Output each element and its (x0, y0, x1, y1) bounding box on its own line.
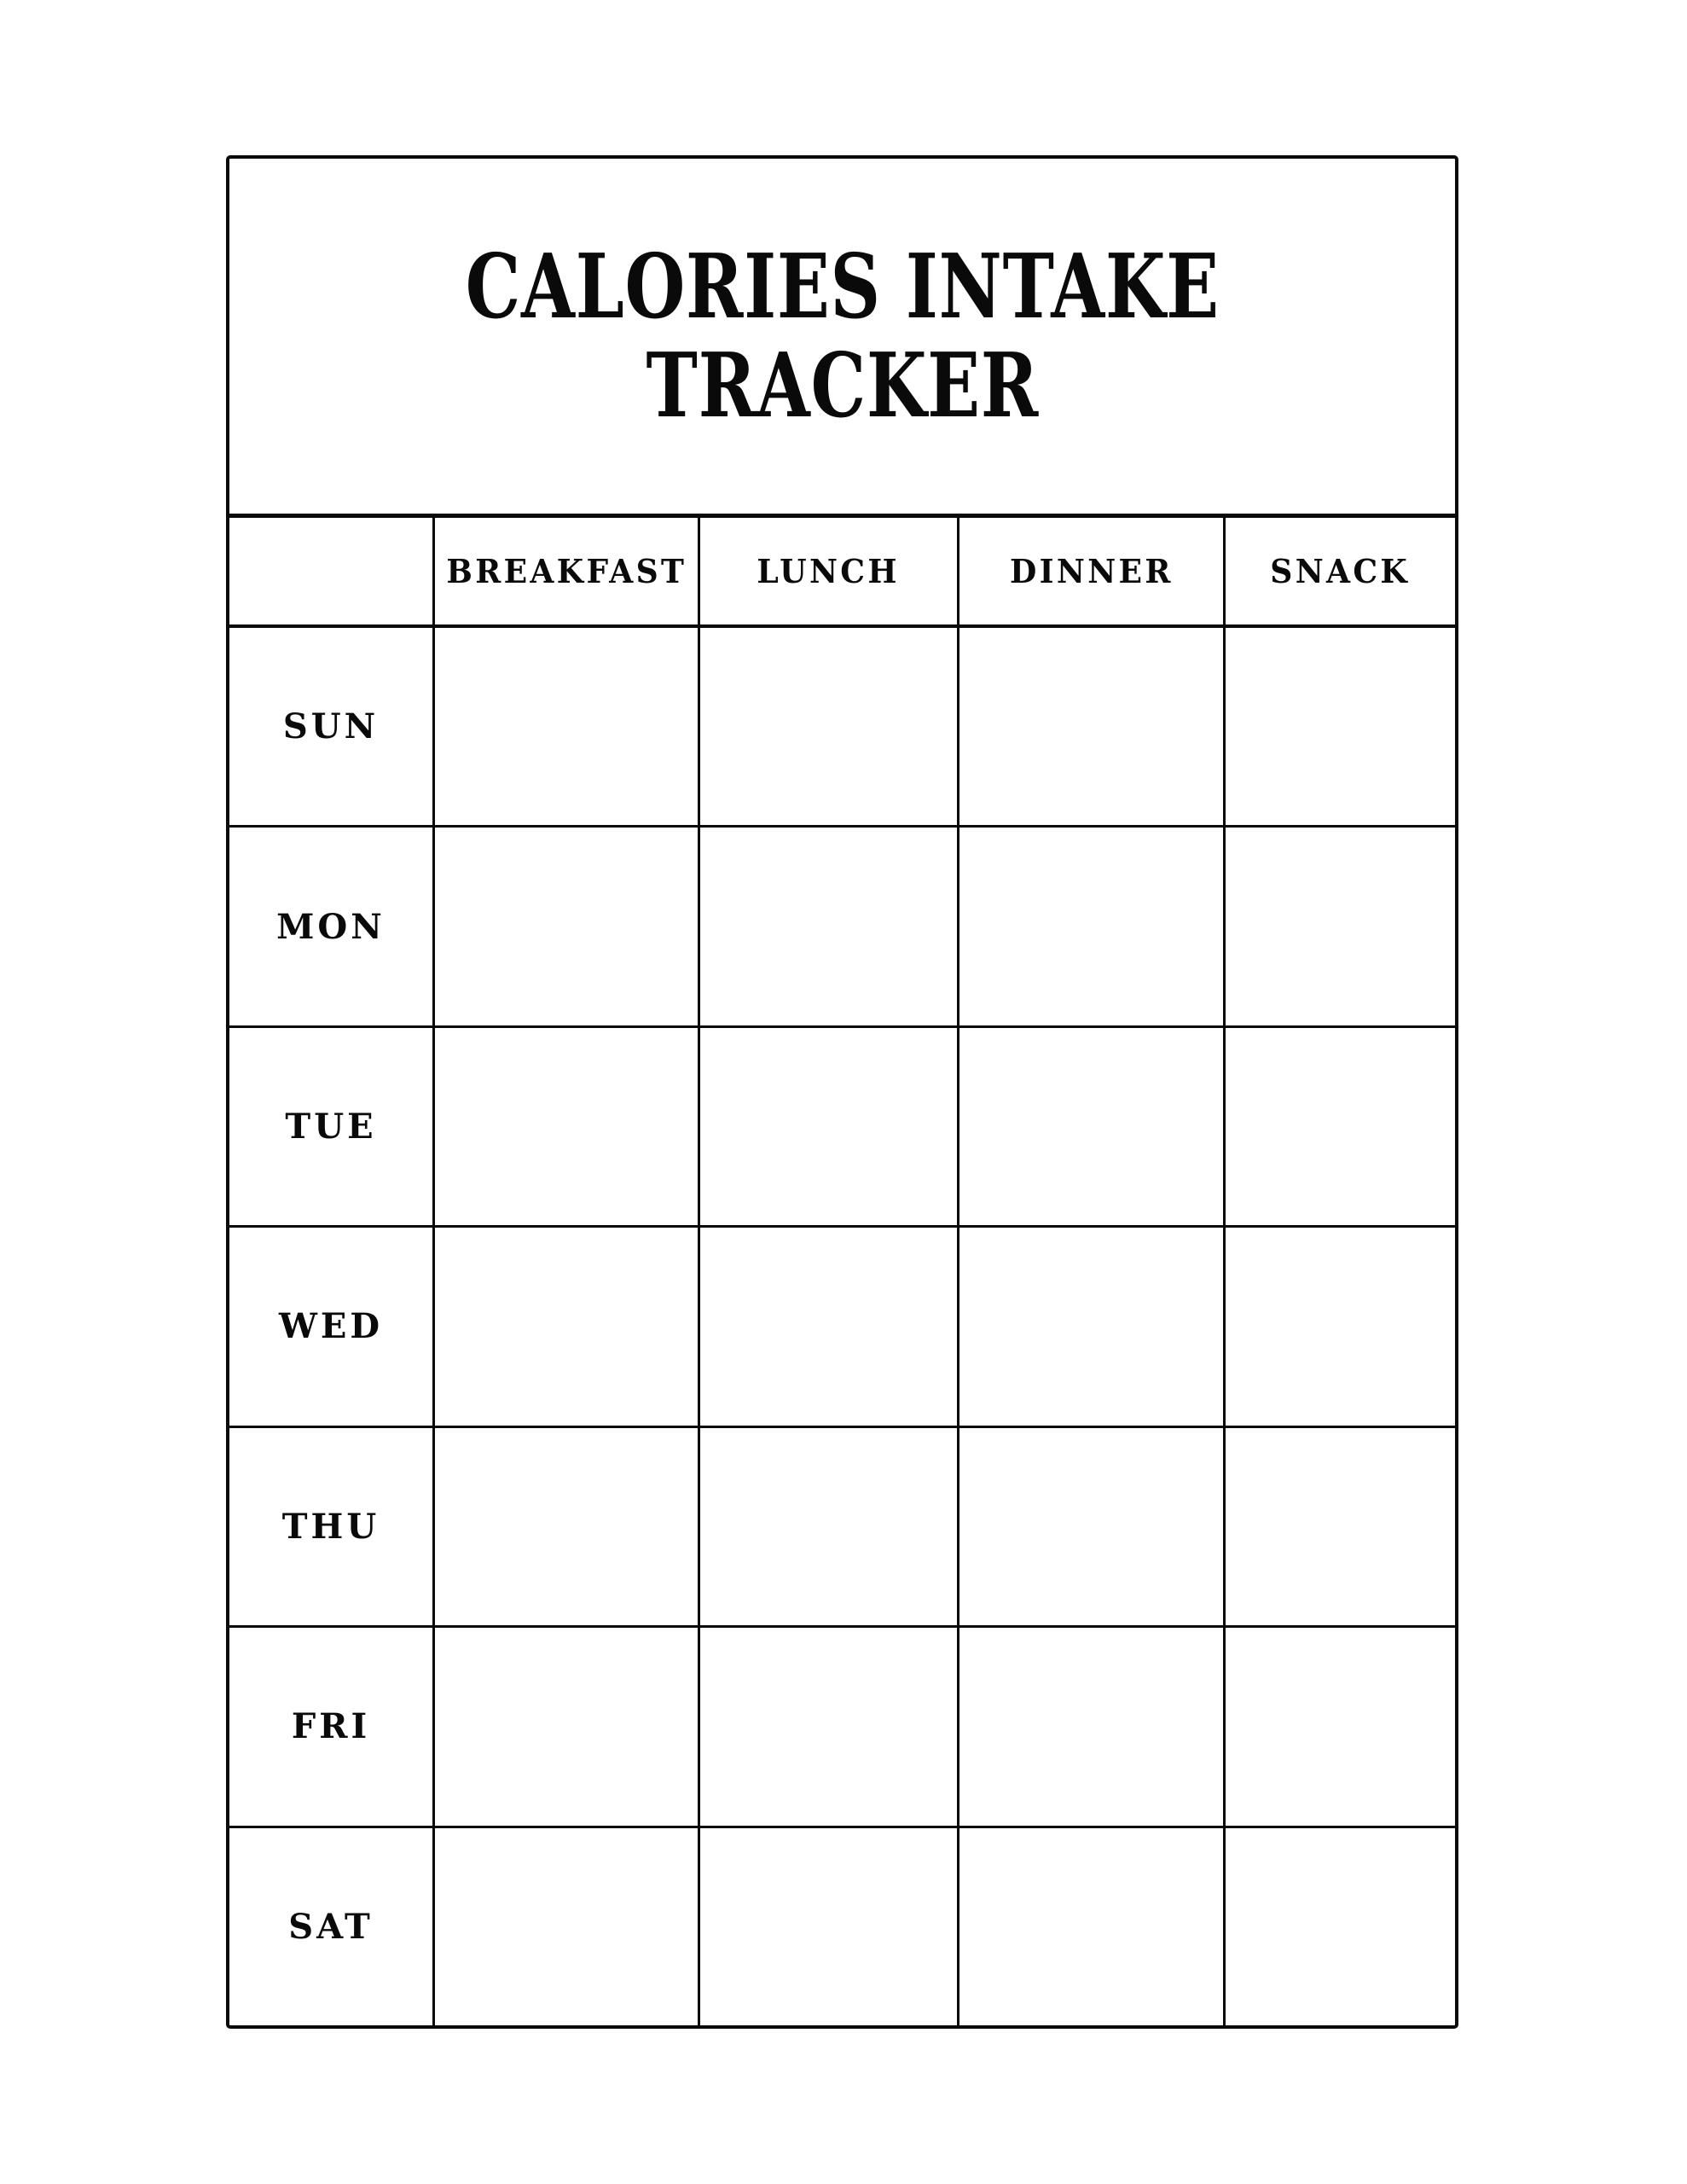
day-label-cell-sun: SUN (229, 628, 435, 826)
entry-cell-sun-snack[interactable] (1226, 628, 1455, 825)
table-row: WED (229, 1228, 1455, 1428)
page-title-line-2: TRACKER (646, 333, 1039, 438)
page-title: CALORIES INTAKE TRACKER (465, 233, 1220, 438)
entry-cell-fri-dinner[interactable] (959, 1628, 1226, 1826)
day-label-sat: SAT (288, 1906, 374, 1947)
page-title-line-1: CALORIES INTAKE (465, 233, 1220, 339)
table-header-row: BREAKFAST LUNCH DINNER SNACK (229, 518, 1455, 628)
header-label-dinner: DINNER (1009, 552, 1174, 590)
entry-cell-tue-lunch[interactable] (700, 1027, 959, 1226)
header-label-lunch: LUNCH (757, 552, 901, 590)
table-row: TUE (229, 1027, 1455, 1228)
entry-cell-tue-dinner[interactable] (959, 1027, 1226, 1226)
header-cell-corner (229, 518, 435, 624)
table-row: SAT (229, 1827, 1455, 2025)
entry-cell-thu-lunch[interactable] (700, 1427, 959, 1626)
day-label-cell-thu: THU (229, 1427, 435, 1626)
header-label-breakfast: BREAKFAST (446, 552, 687, 590)
day-label-cell-wed: WED (229, 1228, 435, 1426)
table-row: THU (229, 1427, 1455, 1629)
entry-cell-sat-snack[interactable] (1226, 1828, 1455, 2025)
header-cell-snack: SNACK (1226, 518, 1455, 624)
table-row: FRI (229, 1628, 1455, 1828)
tracker-grid: BREAKFAST LUNCH DINNER SNACK SUN (229, 518, 1455, 2025)
day-label-wed: WED (278, 1306, 384, 1347)
calories-intake-tracker-sheet: CALORIES INTAKE TRACKER BREAKFAST LUNCH … (226, 155, 1458, 2029)
table-row: MON (229, 828, 1455, 1028)
day-label-cell-tue: TUE (229, 1027, 435, 1226)
day-label-cell-mon: MON (229, 828, 435, 1025)
entry-cell-thu-breakfast[interactable] (435, 1427, 700, 1626)
day-label-thu: THU (281, 1506, 380, 1547)
entry-cell-mon-breakfast[interactable] (435, 828, 700, 1025)
entry-cell-wed-lunch[interactable] (700, 1228, 959, 1426)
table-row: SUN (229, 628, 1455, 828)
entry-cell-tue-breakfast[interactable] (435, 1027, 700, 1226)
entry-cell-thu-dinner[interactable] (959, 1427, 1226, 1626)
entry-cell-sat-breakfast[interactable] (435, 1827, 700, 2025)
entry-cell-wed-dinner[interactable] (959, 1228, 1226, 1426)
day-label-fri: FRI (291, 1706, 371, 1747)
entry-cell-tue-snack[interactable] (1226, 1028, 1455, 1225)
entry-cell-sat-dinner[interactable] (959, 1827, 1226, 2025)
entry-cell-mon-snack[interactable] (1226, 828, 1455, 1025)
entry-cell-fri-breakfast[interactable] (435, 1628, 700, 1826)
header-cell-lunch: LUNCH (700, 518, 959, 624)
entry-cell-sun-lunch[interactable] (700, 628, 959, 826)
title-band: CALORIES INTAKE TRACKER (229, 159, 1455, 518)
entry-cell-thu-snack[interactable] (1226, 1428, 1455, 1625)
day-label-mon: MON (276, 906, 386, 947)
header-cell-breakfast: BREAKFAST (435, 518, 700, 624)
day-label-tue: TUE (285, 1107, 377, 1147)
entry-cell-mon-lunch[interactable] (700, 828, 959, 1025)
entry-cell-sat-lunch[interactable] (700, 1827, 959, 2025)
header-label-snack: SNACK (1270, 552, 1411, 590)
day-label-cell-fri: FRI (229, 1628, 435, 1826)
entry-cell-sun-breakfast[interactable] (435, 628, 700, 826)
entry-cell-mon-dinner[interactable] (959, 828, 1226, 1025)
day-label-cell-sat: SAT (229, 1827, 435, 2025)
header-cell-dinner: DINNER (959, 518, 1226, 624)
entry-cell-fri-snack[interactable] (1226, 1628, 1455, 1825)
entry-cell-sun-dinner[interactable] (959, 628, 1226, 826)
entry-cell-fri-lunch[interactable] (700, 1628, 959, 1826)
entry-cell-wed-snack[interactable] (1226, 1228, 1455, 1425)
day-label-sun: SUN (282, 706, 380, 747)
entry-cell-wed-breakfast[interactable] (435, 1228, 700, 1426)
